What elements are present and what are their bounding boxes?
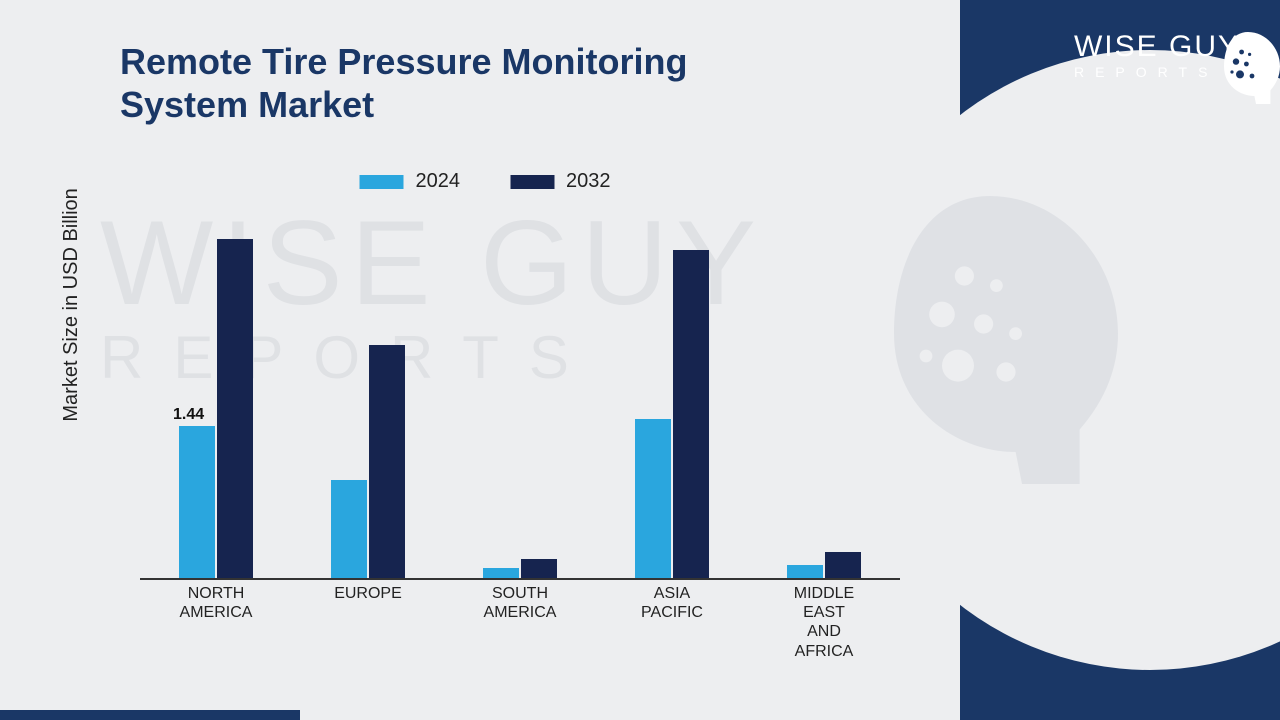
bar-value-label: 1.44 bbox=[173, 406, 204, 424]
legend-item-2032: 2032 bbox=[510, 170, 611, 193]
bar-2032 bbox=[369, 345, 405, 578]
x-axis-label: EUROPE bbox=[308, 584, 428, 603]
legend-swatch-2024 bbox=[360, 175, 404, 189]
bar-2032 bbox=[825, 552, 861, 578]
bar-group bbox=[612, 250, 732, 578]
bar-2024: 1.44 bbox=[179, 426, 215, 578]
chart-area: Market Size in USD Billion 2024 2032 1.4… bbox=[60, 170, 910, 710]
brand-logo: WISE GUY REPORTS bbox=[1074, 30, 1240, 80]
legend-item-2024: 2024 bbox=[360, 170, 461, 193]
bar-2024 bbox=[331, 480, 367, 578]
legend: 2024 2032 bbox=[360, 170, 611, 193]
x-axis-label: MIDDLEEASTANDAFRICA bbox=[764, 584, 884, 661]
legend-label-2032: 2032 bbox=[566, 170, 611, 193]
brand-logo-line2: REPORTS bbox=[1074, 64, 1240, 80]
bar-2024 bbox=[787, 565, 823, 578]
legend-swatch-2032 bbox=[510, 175, 554, 189]
y-axis-label: Market Size in USD Billion bbox=[60, 188, 83, 421]
bar-group bbox=[308, 345, 428, 578]
bar-2024 bbox=[483, 568, 519, 578]
x-axis-label: ASIAPACIFIC bbox=[612, 584, 732, 622]
bar-2032 bbox=[521, 559, 557, 578]
bar-2024 bbox=[635, 419, 671, 578]
bar-group bbox=[460, 559, 580, 578]
x-axis-label: NORTHAMERICA bbox=[156, 584, 276, 622]
bar-2032 bbox=[217, 239, 253, 578]
x-axis-label: SOUTHAMERICA bbox=[460, 584, 580, 622]
plot-area: 1.44 bbox=[140, 220, 900, 580]
bar-group: 1.44 bbox=[156, 239, 276, 578]
bar-group bbox=[764, 552, 884, 578]
brand-logo-line1: WISE GUY bbox=[1074, 30, 1240, 64]
chart-title: Remote Tire Pressure Monitoring System M… bbox=[120, 40, 820, 126]
bar-2032 bbox=[673, 250, 709, 578]
page-root: WISE GUY REPORTS Remote Tire Pressure Mo… bbox=[0, 0, 1280, 720]
legend-label-2024: 2024 bbox=[416, 170, 461, 193]
footer-accent-bar bbox=[0, 710, 300, 720]
